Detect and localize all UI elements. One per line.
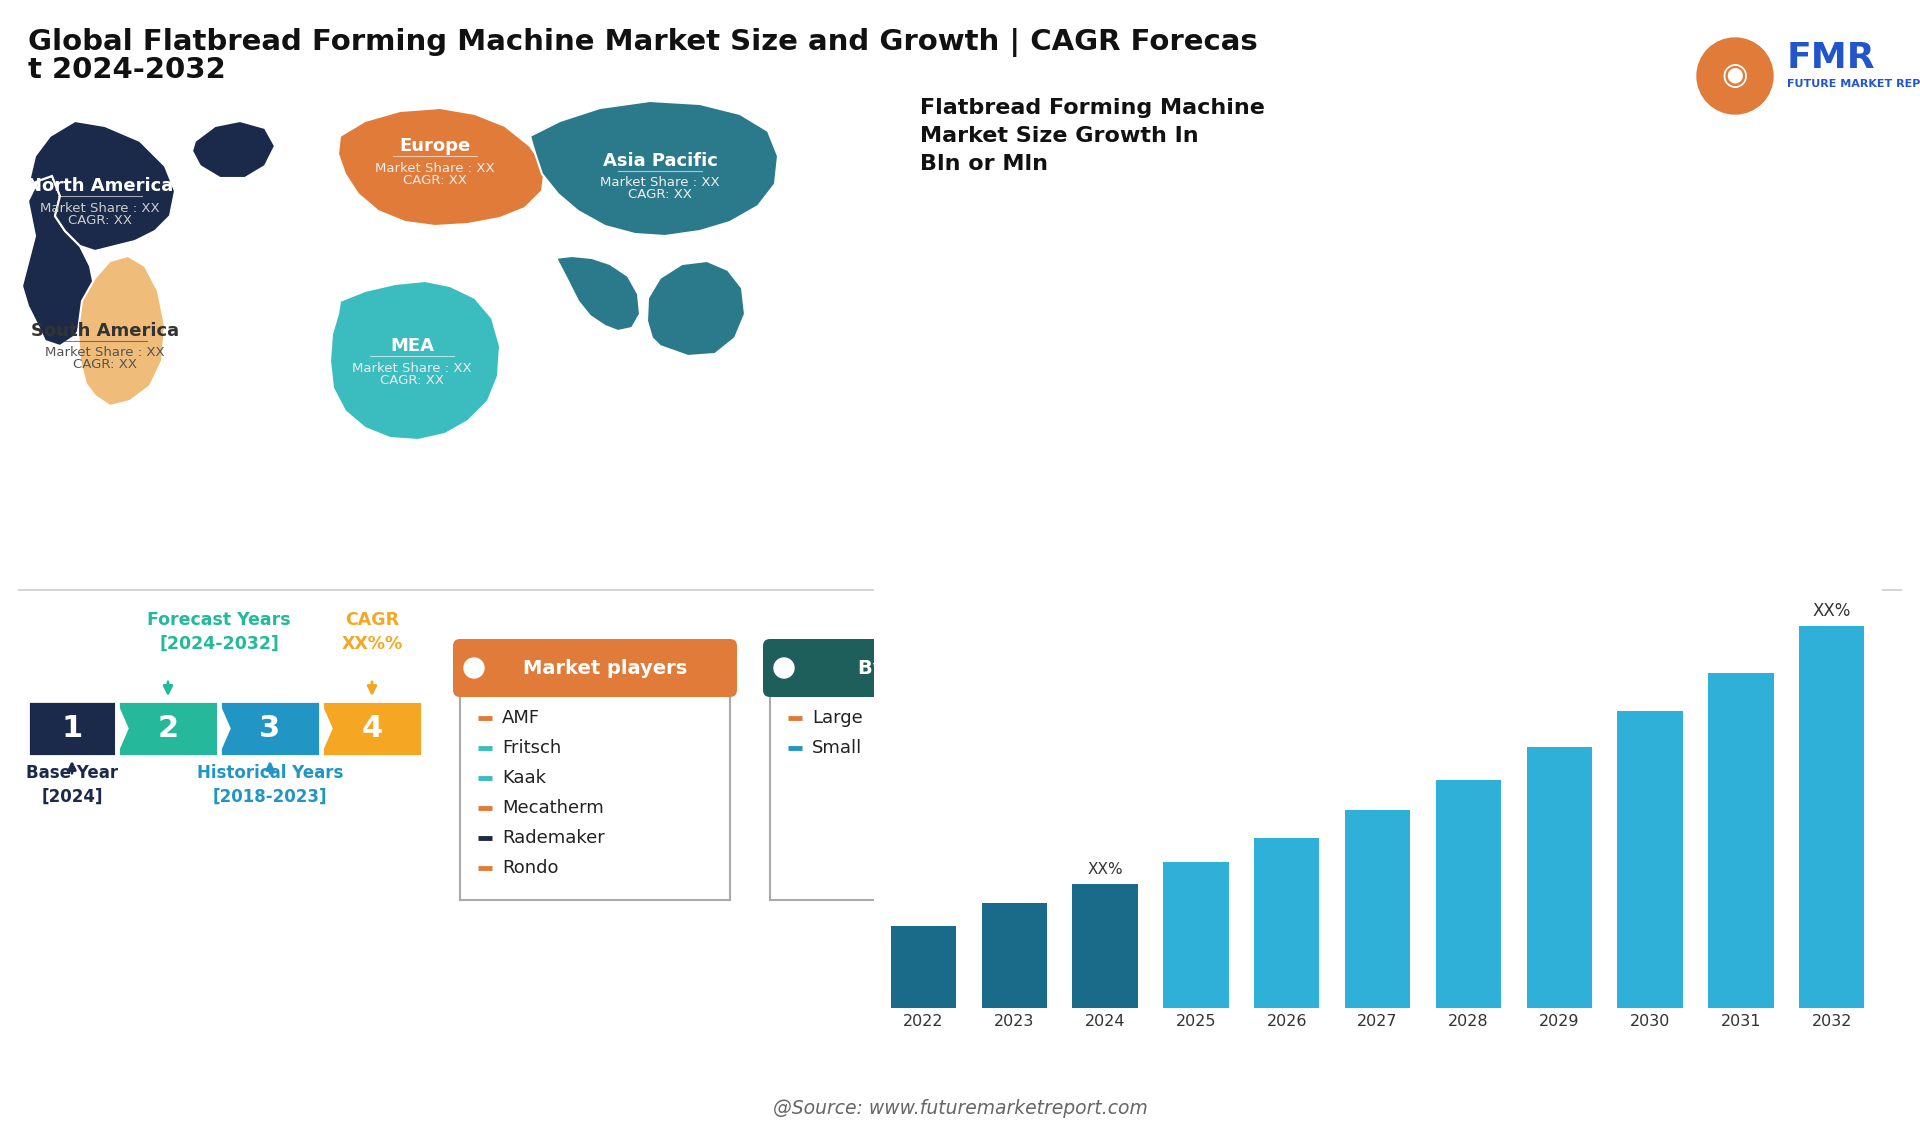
Text: CAGR: XX: CAGR: XX [73, 359, 136, 371]
Text: CAGR: XX: CAGR: XX [380, 374, 444, 386]
Text: Commercial: Commercial [1092, 709, 1200, 727]
FancyBboxPatch shape [453, 639, 737, 697]
Text: CAGR: XX: CAGR: XX [67, 213, 132, 227]
Bar [1436, 780, 1501, 1008]
Bar [891, 926, 956, 1008]
Text: 4: 4 [361, 714, 382, 743]
Text: 2: 2 [157, 714, 179, 743]
Text: AMF: AMF [501, 709, 540, 727]
Text: Rademaker: Rademaker [501, 829, 605, 847]
Text: CAGR
XX%%: CAGR XX%% [342, 612, 403, 653]
Text: t 2024-2032: t 2024-2032 [29, 56, 227, 84]
Bar [1254, 838, 1319, 1008]
Bar [1073, 884, 1139, 1008]
Polygon shape [29, 121, 175, 251]
Text: MEA: MEA [390, 337, 434, 355]
Text: CAGR: XX: CAGR: XX [403, 173, 467, 187]
Text: Global Flatbread Forming Machine Market Size and Growth | CAGR Forecas: Global Flatbread Forming Machine Market … [29, 28, 1258, 57]
Bar [981, 903, 1046, 1008]
FancyBboxPatch shape [1043, 639, 1323, 697]
Bar [1526, 747, 1592, 1008]
Text: ◉: ◉ [1722, 62, 1749, 91]
Circle shape [1697, 38, 1772, 113]
Text: XX%: XX% [1812, 602, 1851, 620]
Circle shape [774, 658, 795, 678]
Polygon shape [647, 261, 745, 356]
Polygon shape [115, 701, 129, 756]
Polygon shape [330, 281, 499, 440]
Bar [1709, 674, 1774, 1008]
Text: Market Share : XX: Market Share : XX [374, 162, 495, 174]
Polygon shape [321, 701, 332, 756]
Bar [1799, 627, 1864, 1008]
Polygon shape [192, 121, 275, 178]
FancyBboxPatch shape [221, 701, 321, 756]
Text: Small: Small [812, 739, 862, 758]
Text: By type: By type [858, 659, 943, 677]
Text: Forecast Years
[2024-2032]: Forecast Years [2024-2032] [148, 612, 290, 653]
Text: Mecatherm: Mecatherm [501, 799, 603, 817]
Polygon shape [219, 701, 230, 756]
FancyBboxPatch shape [323, 701, 422, 756]
Text: FUTURE MARKET REPORT: FUTURE MARKET REPORT [1788, 79, 1920, 89]
Text: Market Share : XX: Market Share : XX [601, 176, 720, 189]
Text: Flatbread Forming Machine
Market Size Growth In
Bln or Mln: Flatbread Forming Machine Market Size Gr… [920, 99, 1265, 174]
Text: Market Share : XX: Market Share : XX [46, 346, 165, 360]
Text: North America: North America [27, 176, 173, 195]
Text: Large: Large [812, 709, 862, 727]
Polygon shape [21, 176, 94, 346]
Polygon shape [530, 101, 778, 236]
Text: Market Share : XX: Market Share : XX [351, 361, 472, 375]
FancyBboxPatch shape [29, 701, 115, 756]
Circle shape [465, 658, 484, 678]
Text: Rondo: Rondo [501, 860, 559, 877]
Text: @Source: www.futuremarketreport.com: @Source: www.futuremarketreport.com [772, 1099, 1148, 1117]
Text: Asia Pacific: Asia Pacific [603, 152, 718, 170]
Text: Inudstrial: Inudstrial [1092, 739, 1177, 758]
Text: FMR: FMR [1788, 41, 1876, 74]
Bar [1164, 862, 1229, 1008]
Text: Europe: Europe [399, 138, 470, 155]
Text: Historical Years
[2018-2023]: Historical Years [2018-2023] [198, 764, 344, 806]
Text: CAGR: XX: CAGR: XX [628, 188, 691, 202]
Text: Market Share : XX: Market Share : XX [40, 202, 159, 214]
Text: 1: 1 [61, 714, 83, 743]
FancyBboxPatch shape [117, 701, 219, 756]
FancyBboxPatch shape [762, 639, 1018, 697]
Polygon shape [338, 108, 545, 226]
Polygon shape [545, 231, 639, 331]
Circle shape [1054, 658, 1073, 678]
Text: South America: South America [31, 322, 179, 340]
Text: By application: By application [1114, 659, 1271, 677]
Text: Base Year
[2024]: Base Year [2024] [27, 764, 117, 806]
Bar [1344, 810, 1411, 1008]
Text: XX%: XX% [1087, 862, 1123, 877]
Polygon shape [79, 256, 165, 406]
Text: Market players: Market players [522, 659, 687, 677]
Text: Fritsch: Fritsch [501, 739, 561, 758]
Text: Kaak: Kaak [501, 769, 545, 787]
Bar [1617, 712, 1682, 1008]
Text: 3: 3 [259, 714, 280, 743]
